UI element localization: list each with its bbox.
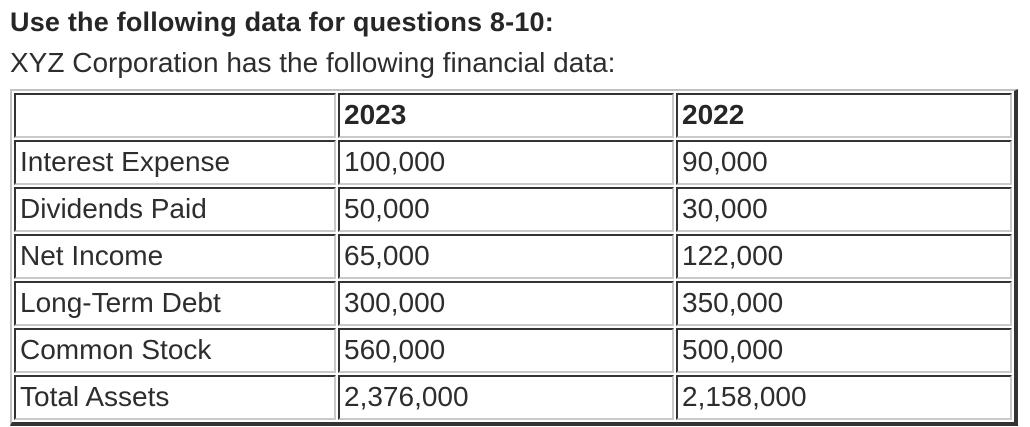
table-row: Interest Expense 100,000 90,000 <box>14 140 1012 185</box>
row-label-cell: Dividends Paid <box>14 187 336 232</box>
value-cell: 2,158,000 <box>676 375 1012 420</box>
value-cell: 30,000 <box>676 187 1012 232</box>
value-cell: 65,000 <box>338 234 674 279</box>
value-cell: 100,000 <box>338 140 674 185</box>
table-header-corner-cell <box>14 93 336 138</box>
row-label-cell: Total Assets <box>14 375 336 420</box>
question-instruction-heading: Use the following data for questions 8-1… <box>10 7 554 37</box>
value-cell: 2,376,000 <box>338 375 674 420</box>
table-row: Dividends Paid 50,000 30,000 <box>14 187 1012 232</box>
value-cell: 122,000 <box>676 234 1012 279</box>
table-body: Interest Expense 100,000 90,000 Dividends P… <box>14 140 1012 420</box>
value-cell: 90,000 <box>676 140 1012 185</box>
question-subtitle: XYZ Corporation has the following financ… <box>10 47 616 78</box>
table-row: Total Assets 2,376,000 2,158,000 <box>14 375 1012 420</box>
value-cell: 50,000 <box>338 187 674 232</box>
row-label-cell: Net Income <box>14 234 336 279</box>
table-header: 2023 2022 <box>14 93 1012 138</box>
value-cell: 300,000 <box>338 281 674 326</box>
value-cell: 350,000 <box>676 281 1012 326</box>
table-row: Net Income 65,000 122,000 <box>14 234 1012 279</box>
table-row: Common Stock 560,000 500,000 <box>14 328 1012 373</box>
value-cell: 500,000 <box>676 328 1012 373</box>
table-row: Long-Term Debt 300,000 350,000 <box>14 281 1012 326</box>
table-header-2022: 2022 <box>676 93 1012 138</box>
row-label-cell: Long-Term Debt <box>14 281 336 326</box>
financial-data-table: 2023 2022 Interest Expense 100,000 90,000 D… <box>10 89 1018 426</box>
table-header-2023: 2023 <box>338 93 674 138</box>
value-cell: 560,000 <box>338 328 674 373</box>
table-header-row: 2023 2022 <box>14 93 1012 138</box>
row-label-cell: Common Stock <box>14 328 336 373</box>
row-label-cell: Interest Expense <box>14 140 336 185</box>
